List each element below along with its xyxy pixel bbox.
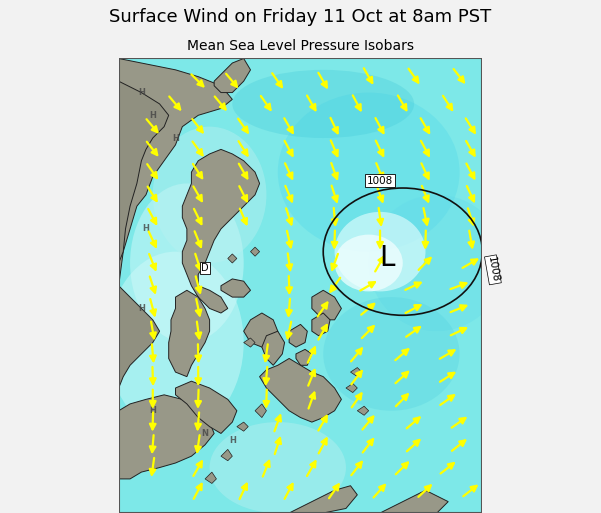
Ellipse shape — [130, 184, 243, 343]
Polygon shape — [312, 290, 341, 320]
Text: H: H — [149, 111, 156, 120]
Polygon shape — [221, 279, 251, 297]
Ellipse shape — [233, 70, 414, 138]
Polygon shape — [243, 313, 278, 347]
Ellipse shape — [323, 297, 460, 411]
Text: Surface Wind on Friday 11 Oct at 8am PST: Surface Wind on Friday 11 Oct at 8am PST — [109, 8, 492, 26]
Text: 1008: 1008 — [486, 256, 500, 284]
Polygon shape — [380, 490, 448, 513]
Text: H: H — [138, 88, 145, 97]
Polygon shape — [221, 449, 233, 461]
Polygon shape — [243, 338, 255, 347]
Ellipse shape — [368, 195, 505, 331]
Ellipse shape — [335, 234, 403, 291]
Polygon shape — [346, 383, 358, 392]
Polygon shape — [118, 81, 169, 263]
Polygon shape — [237, 422, 248, 431]
Polygon shape — [251, 247, 260, 256]
Polygon shape — [289, 486, 358, 513]
Ellipse shape — [278, 92, 460, 252]
Text: 1008: 1008 — [367, 176, 393, 186]
Text: H: H — [149, 406, 156, 415]
Text: Mean Sea Level Pressure Isobars: Mean Sea Level Pressure Isobars — [187, 39, 414, 53]
Polygon shape — [175, 381, 237, 433]
Polygon shape — [118, 58, 233, 286]
Polygon shape — [214, 58, 251, 92]
Text: N: N — [201, 429, 209, 438]
Polygon shape — [296, 349, 312, 365]
Polygon shape — [262, 331, 285, 365]
Polygon shape — [118, 395, 214, 479]
Polygon shape — [312, 313, 330, 336]
Polygon shape — [255, 404, 266, 418]
Polygon shape — [289, 324, 307, 347]
Ellipse shape — [210, 422, 346, 513]
Polygon shape — [205, 472, 216, 483]
Polygon shape — [169, 290, 210, 377]
Ellipse shape — [335, 212, 426, 291]
Text: H: H — [138, 304, 145, 313]
Polygon shape — [118, 286, 160, 388]
Text: L: L — [379, 245, 395, 272]
Text: H: H — [229, 436, 236, 445]
Polygon shape — [350, 367, 362, 377]
Polygon shape — [228, 254, 237, 263]
Text: H: H — [142, 224, 150, 233]
Text: H: H — [172, 133, 179, 143]
Polygon shape — [182, 149, 260, 313]
Polygon shape — [358, 406, 368, 416]
Ellipse shape — [108, 252, 243, 433]
Text: D: D — [201, 263, 209, 272]
Ellipse shape — [153, 127, 266, 263]
Polygon shape — [260, 359, 341, 422]
